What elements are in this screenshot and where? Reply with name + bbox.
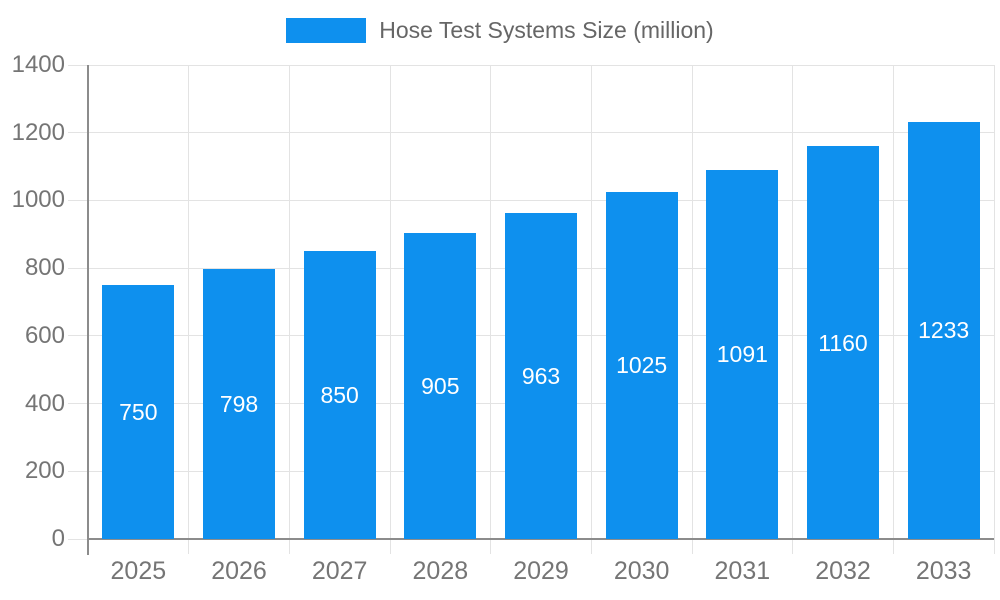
x-tick — [792, 539, 794, 554]
x-axis-tick-label: 2025 — [110, 557, 167, 585]
x-tick — [590, 539, 592, 554]
y-axis-tick-label: 0 — [51, 525, 65, 552]
bar[interactable] — [404, 232, 477, 539]
x-axis-tick-label: 2031 — [714, 557, 771, 585]
x-tick — [892, 539, 894, 554]
x-gridline — [892, 65, 894, 539]
y-axis-tick-label: 800 — [24, 254, 65, 282]
x-axis-tick-label: 2027 — [311, 557, 368, 585]
x-gridline — [490, 65, 492, 539]
y-axis-tick-label: 1400 — [11, 51, 65, 78]
y-axis-line — [87, 65, 89, 555]
y-axis-tick-label: 1000 — [11, 186, 65, 214]
bar-value-label: 1160 — [818, 329, 868, 356]
legend-label: Hose Test Systems Size (million) — [379, 17, 714, 43]
x-gridline — [288, 65, 290, 539]
y-gridline — [68, 132, 994, 134]
y-gridline — [68, 199, 994, 201]
x-axis-tick-label: 2030 — [613, 557, 670, 585]
bar[interactable] — [102, 285, 175, 539]
x-axis-tick-label: 2029 — [513, 557, 569, 585]
bar-value-label: 850 — [320, 382, 359, 409]
x-tick — [389, 539, 391, 554]
y-axis-tick-label: 1200 — [11, 118, 65, 146]
legend-color-swatch — [286, 18, 367, 43]
x-tick — [691, 539, 693, 554]
x-axis-line — [88, 538, 994, 540]
bar[interactable] — [505, 212, 577, 539]
x-gridline — [188, 65, 190, 539]
bar[interactable] — [303, 251, 376, 539]
x-axis-tick-label: 2033 — [915, 557, 972, 585]
bar[interactable] — [907, 121, 980, 539]
x-axis-tick-label: 2032 — [815, 557, 871, 585]
bar-value-label: 963 — [521, 362, 561, 389]
x-gridline — [993, 65, 995, 539]
bar[interactable] — [203, 268, 275, 539]
x-gridline — [792, 65, 794, 539]
x-tick — [490, 539, 492, 554]
y-axis-tick-label: 600 — [24, 321, 65, 349]
x-gridline — [590, 65, 592, 539]
bar-value-label: 798 — [219, 390, 259, 417]
y-axis-tick-label: 400 — [24, 389, 65, 417]
bar[interactable] — [605, 191, 678, 539]
x-gridline — [389, 65, 391, 539]
bar-value-label: 1091 — [716, 341, 768, 368]
bar-value-label: 1233 — [918, 317, 970, 344]
x-tick — [288, 539, 290, 554]
y-axis-tick-label: 200 — [24, 457, 65, 485]
bar[interactable] — [706, 169, 779, 539]
x-axis-tick-label: 2028 — [412, 557, 469, 585]
bar-value-label: 1025 — [616, 352, 668, 379]
x-tick — [188, 539, 190, 554]
bar-value-label: 905 — [421, 372, 460, 399]
bar-value-label: 750 — [119, 399, 158, 426]
x-gridline — [691, 65, 693, 539]
bar[interactable] — [807, 146, 879, 539]
x-tick — [993, 539, 995, 554]
x-axis-tick-label: 2026 — [211, 557, 267, 585]
legend[interactable]: Hose Test Systems Size (million) — [0, 18, 1000, 43]
y-gridline — [68, 64, 994, 66]
